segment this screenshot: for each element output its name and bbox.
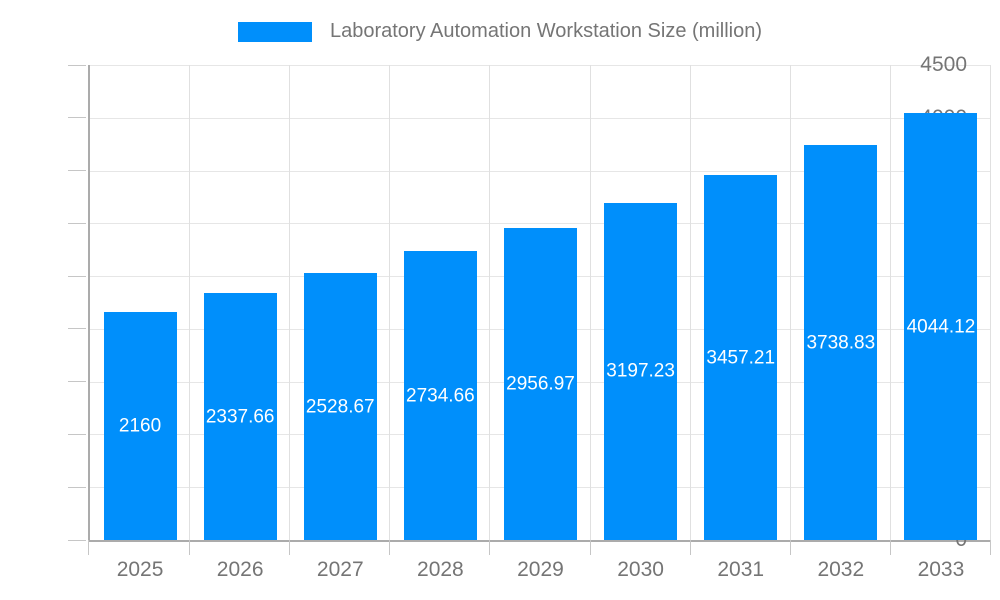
y-axis-tick [68, 433, 86, 435]
vertical-gridline [789, 65, 791, 540]
horizontal-gridline [90, 170, 991, 172]
legend-title: Laboratory Automation Workstation Size (… [329, 20, 763, 42]
vertical-gridline [990, 65, 991, 540]
x-axis-label: 2025 [116, 558, 164, 581]
x-axis-label: 2026 [216, 558, 264, 581]
y-axis-tick [68, 222, 86, 224]
bar-2025[interactable]: 2160 [103, 312, 177, 540]
bar-2032[interactable]: 3738.83 [804, 145, 878, 540]
bar-value-label: 3457.21 [706, 347, 776, 369]
bar-value-label: 4044.12 [906, 316, 976, 338]
vertical-gridline [589, 65, 591, 540]
x-axis-tick [289, 540, 291, 555]
y-axis-tick [68, 486, 86, 488]
bar-value-label: 2956.97 [506, 373, 575, 395]
vertical-gridline [189, 65, 191, 540]
y-axis-tick [68, 170, 86, 172]
plot-area: 0500100015002000250030003500400045002025… [68, 54, 991, 580]
y-axis-tick [68, 117, 86, 119]
x-axis-label: 2030 [617, 558, 664, 581]
bar-2027[interactable]: 2528.67 [303, 273, 377, 540]
x-axis-label: 2032 [817, 558, 865, 581]
horizontal-gridline [90, 223, 991, 225]
legend[interactable]: Laboratory Automation Workstation Size (… [0, 20, 1000, 43]
x-axis-label: 2028 [417, 558, 464, 581]
x-axis-label: 2033 [917, 558, 965, 581]
bar-value-label: 3738.83 [806, 332, 876, 354]
bar-2026[interactable]: 2337.66 [203, 293, 277, 540]
bar-value-label: 2734.66 [406, 385, 475, 407]
bar-value-label: 2160 [118, 415, 162, 437]
x-axis-label: 2027 [316, 558, 364, 581]
y-axis-tick [68, 328, 86, 330]
x-axis-label: 2029 [517, 558, 564, 581]
x-axis-tick [589, 540, 591, 555]
y-axis-label: 4500 [920, 53, 967, 77]
vertical-gridline [489, 65, 491, 540]
vertical-gridline [689, 65, 691, 540]
x-axis-tick [689, 540, 691, 555]
x-axis-tick [489, 540, 491, 555]
x-axis-tick [189, 540, 191, 555]
y-axis-tick [68, 539, 86, 541]
vertical-gridline [889, 65, 891, 540]
x-axis-tick [990, 540, 991, 555]
x-axis-tick [889, 540, 891, 555]
x-axis-tick [789, 540, 791, 555]
x-axis-label: 2031 [717, 558, 765, 581]
bar-2033[interactable]: 4044.12 [904, 113, 978, 540]
bar-value-label: 2528.67 [305, 396, 375, 418]
vertical-gridline [389, 65, 391, 540]
x-axis-tick [88, 540, 89, 555]
y-axis-tick [68, 381, 86, 383]
y-axis-tick [68, 275, 86, 277]
legend-marker-icon [237, 21, 312, 42]
x-axis-tick [389, 540, 391, 555]
bar-value-label: 2337.66 [205, 406, 275, 428]
bar-2028[interactable]: 2734.66 [403, 251, 477, 540]
bar-2031[interactable]: 3457.21 [704, 175, 778, 540]
bar-2029[interactable]: 2956.97 [504, 227, 577, 540]
bar-2030[interactable]: 3197.23 [604, 202, 678, 540]
bar-value-label: 3197.23 [606, 360, 675, 382]
horizontal-gridline [90, 117, 991, 119]
horizontal-gridline [90, 65, 991, 66]
y-axis-tick [68, 64, 86, 66]
vertical-gridline [289, 65, 291, 540]
